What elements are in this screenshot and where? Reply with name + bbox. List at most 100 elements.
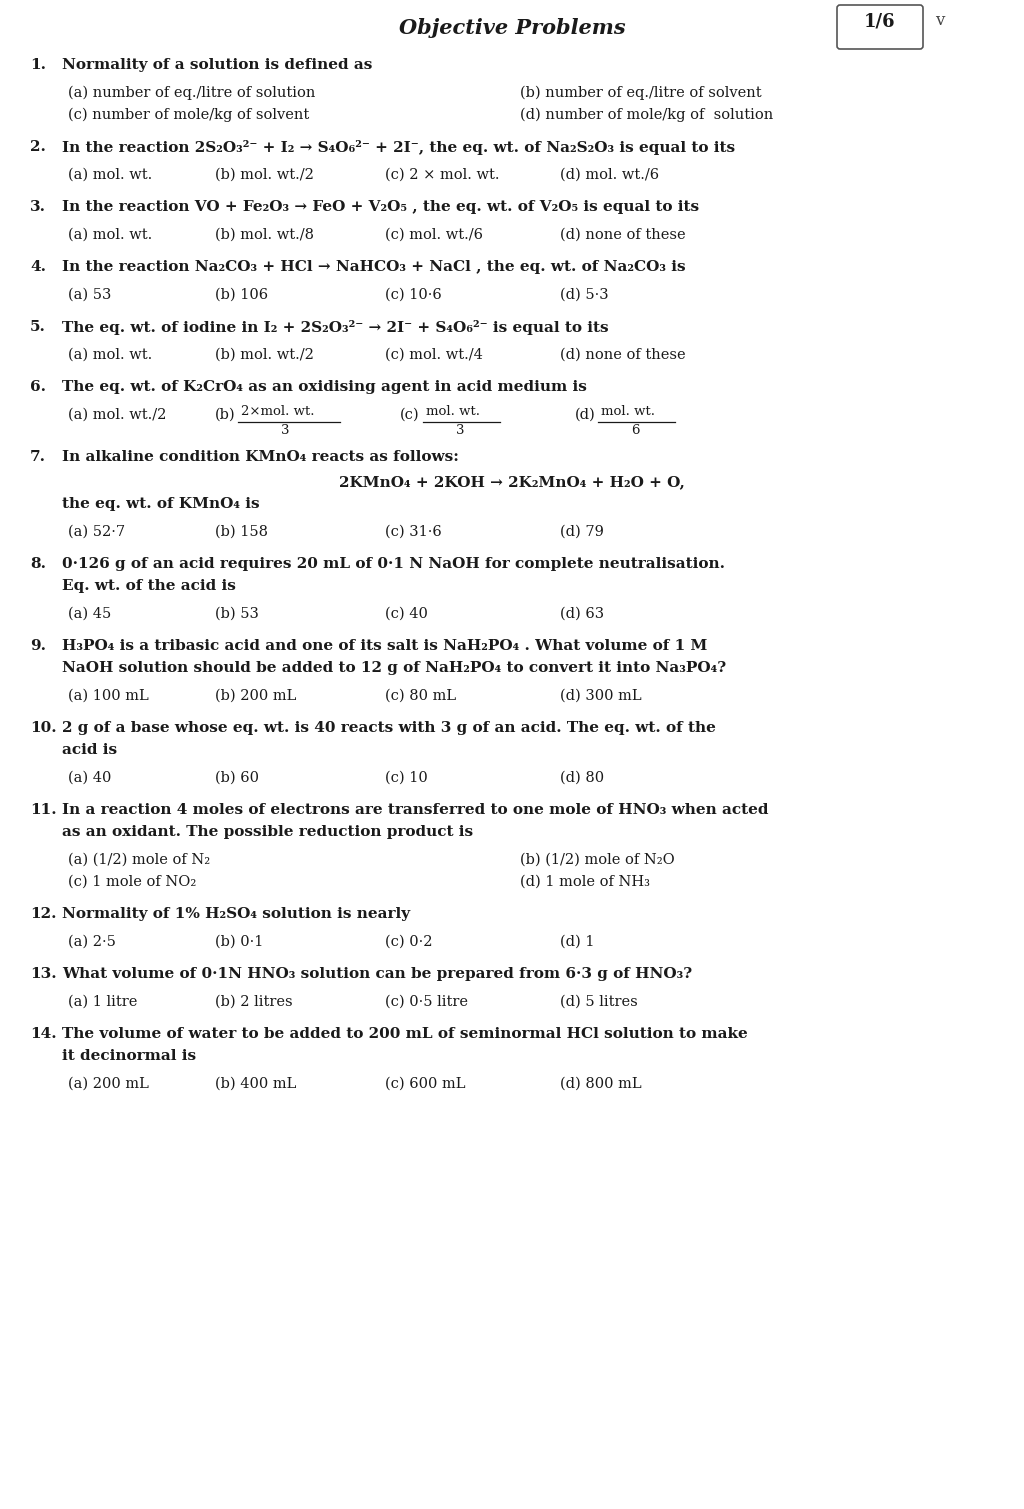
Text: 1/6: 1/6	[864, 12, 896, 30]
Text: (c) 31·6: (c) 31·6	[385, 525, 441, 539]
Text: mol. wt.: mol. wt.	[601, 404, 655, 418]
Text: it decinormal is: it decinormal is	[62, 1049, 197, 1062]
FancyBboxPatch shape	[837, 5, 923, 48]
Text: (a) 100 mL: (a) 100 mL	[68, 690, 148, 703]
Text: 2KMnO₄ + 2KOH → 2K₂MnO₄ + H₂O + O,: 2KMnO₄ + 2KOH → 2K₂MnO₄ + H₂O + O,	[339, 475, 685, 489]
Text: 9.: 9.	[30, 638, 46, 653]
Text: 10.: 10.	[30, 721, 56, 735]
Text: (d) number of mole/kg of  solution: (d) number of mole/kg of solution	[520, 109, 773, 122]
Text: 6.: 6.	[30, 380, 46, 394]
Text: (b) 400 mL: (b) 400 mL	[215, 1077, 296, 1091]
Text: The eq. wt. of K₂CrO₄ as an oxidising agent in acid medium is: The eq. wt. of K₂CrO₄ as an oxidising ag…	[62, 380, 587, 394]
Text: NaOH solution should be added to 12 g of NaH₂PO₄ to convert it into Na₃PO₄?: NaOH solution should be added to 12 g of…	[62, 661, 726, 675]
Text: (d) 79: (d) 79	[560, 525, 604, 539]
Text: (c) 2 × mol. wt.: (c) 2 × mol. wt.	[385, 167, 500, 183]
Text: (d) 1: (d) 1	[560, 936, 595, 949]
Text: 7.: 7.	[30, 450, 46, 463]
Text: (c) 80 mL: (c) 80 mL	[385, 690, 456, 703]
Text: (c) 10·6: (c) 10·6	[385, 288, 441, 302]
Text: (a) 45: (a) 45	[68, 607, 112, 622]
Text: (c) mol. wt./4: (c) mol. wt./4	[385, 349, 483, 362]
Text: 13.: 13.	[30, 967, 56, 981]
Text: (d) 800 mL: (d) 800 mL	[560, 1077, 642, 1091]
Text: (b) mol. wt./2: (b) mol. wt./2	[215, 349, 314, 362]
Text: as an oxidant. The possible reduction product is: as an oxidant. The possible reduction pr…	[62, 825, 473, 839]
Text: (c) number of mole/kg of solvent: (c) number of mole/kg of solvent	[68, 109, 309, 122]
Text: 3: 3	[456, 424, 464, 438]
Text: (c) 1 mole of NO₂: (c) 1 mole of NO₂	[68, 875, 197, 889]
Text: 4.: 4.	[30, 260, 46, 275]
Text: In alkaline condition KMnO₄ reacts as follows:: In alkaline condition KMnO₄ reacts as fo…	[62, 450, 459, 463]
Text: (a) mol. wt.: (a) mol. wt.	[68, 167, 153, 183]
Text: (b) 0·1: (b) 0·1	[215, 936, 263, 949]
Text: 1.: 1.	[30, 57, 46, 72]
Text: (d) 5·3: (d) 5·3	[560, 288, 608, 302]
Text: 11.: 11.	[30, 803, 56, 816]
Text: 3.: 3.	[30, 201, 46, 214]
Text: (c) 0·5 litre: (c) 0·5 litre	[385, 994, 468, 1010]
Text: (a) 1 litre: (a) 1 litre	[68, 994, 137, 1010]
Text: (a) mol. wt./2: (a) mol. wt./2	[68, 407, 166, 423]
Text: (d) none of these: (d) none of these	[560, 349, 686, 362]
Text: The volume of water to be added to 200 mL of seminormal HCl solution to make: The volume of water to be added to 200 m…	[62, 1028, 748, 1041]
Text: (a) 40: (a) 40	[68, 771, 112, 785]
Text: (b): (b)	[215, 407, 236, 423]
Text: (c): (c)	[400, 407, 420, 423]
Text: 6: 6	[631, 424, 639, 438]
Text: (d) none of these: (d) none of these	[560, 228, 686, 241]
Text: (c) 600 mL: (c) 600 mL	[385, 1077, 466, 1091]
Text: 2.: 2.	[30, 140, 46, 154]
Text: (b) 106: (b) 106	[215, 288, 268, 302]
Text: (d) 1 mole of NH₃: (d) 1 mole of NH₃	[520, 875, 650, 889]
Text: (d) 63: (d) 63	[560, 607, 604, 622]
Text: (c) 0·2: (c) 0·2	[385, 936, 432, 949]
Text: (b) 158: (b) 158	[215, 525, 268, 539]
Text: (d) 300 mL: (d) 300 mL	[560, 690, 642, 703]
Text: (a) (1/2) mole of N₂: (a) (1/2) mole of N₂	[68, 853, 210, 868]
Text: 2 g of a base whose eq. wt. is 40 reacts with 3 g of an acid. The eq. wt. of the: 2 g of a base whose eq. wt. is 40 reacts…	[62, 721, 716, 735]
Text: (b) 60: (b) 60	[215, 771, 259, 785]
Text: acid is: acid is	[62, 742, 117, 758]
Text: 2×mol. wt.: 2×mol. wt.	[241, 404, 314, 418]
Text: (b) 2 litres: (b) 2 litres	[215, 994, 293, 1010]
Text: The eq. wt. of iodine in I₂ + 2S₂O₃²⁻ → 2I⁻ + S₄O₆²⁻ is equal to its: The eq. wt. of iodine in I₂ + 2S₂O₃²⁻ → …	[62, 320, 608, 335]
Text: (a) mol. wt.: (a) mol. wt.	[68, 228, 153, 241]
Text: (c) mol. wt./6: (c) mol. wt./6	[385, 228, 483, 241]
Text: (c) 10: (c) 10	[385, 771, 428, 785]
Text: (c) 40: (c) 40	[385, 607, 428, 622]
Text: 12.: 12.	[30, 907, 56, 920]
Text: (b) 200 mL: (b) 200 mL	[215, 690, 296, 703]
Text: (a) 52·7: (a) 52·7	[68, 525, 125, 539]
Text: Normality of a solution is defined as: Normality of a solution is defined as	[62, 57, 373, 72]
Text: Objective Problems: Objective Problems	[398, 18, 626, 38]
Text: (b) 53: (b) 53	[215, 607, 259, 622]
Text: What volume of 0·1N HNO₃ solution can be prepared from 6·3 g of HNO₃?: What volume of 0·1N HNO₃ solution can be…	[62, 967, 692, 981]
Text: (a) number of eq./litre of solution: (a) number of eq./litre of solution	[68, 86, 315, 101]
Text: the eq. wt. of KMnO₄ is: the eq. wt. of KMnO₄ is	[62, 496, 260, 512]
Text: In a reaction 4 moles of electrons are transferred to one mole of HNO₃ when acte: In a reaction 4 moles of electrons are t…	[62, 803, 768, 816]
Text: In the reaction VO + Fe₂O₃ → FeO + V₂O₅ , the eq. wt. of V₂O₅ is equal to its: In the reaction VO + Fe₂O₃ → FeO + V₂O₅ …	[62, 201, 699, 214]
Text: (a) mol. wt.: (a) mol. wt.	[68, 349, 153, 362]
Text: mol. wt.: mol. wt.	[426, 404, 480, 418]
Text: 14.: 14.	[30, 1028, 56, 1041]
Text: v: v	[935, 12, 945, 29]
Text: Eq. wt. of the acid is: Eq. wt. of the acid is	[62, 579, 236, 593]
Text: H₃PO₄ is a tribasic acid and one of its salt is NaH₂PO₄ . What volume of 1 M: H₃PO₄ is a tribasic acid and one of its …	[62, 638, 708, 653]
Text: (d) mol. wt./6: (d) mol. wt./6	[560, 167, 659, 183]
Text: Normality of 1% H₂SO₄ solution is nearly: Normality of 1% H₂SO₄ solution is nearly	[62, 907, 411, 920]
Text: 3: 3	[281, 424, 289, 438]
Text: (b) mol. wt./2: (b) mol. wt./2	[215, 167, 314, 183]
Text: (a) 200 mL: (a) 200 mL	[68, 1077, 148, 1091]
Text: (d) 80: (d) 80	[560, 771, 604, 785]
Text: 0·126 g of an acid requires 20 mL of 0·1 N NaOH for complete neutralisation.: 0·126 g of an acid requires 20 mL of 0·1…	[62, 557, 725, 570]
Text: (a) 53: (a) 53	[68, 288, 112, 302]
Text: (a) 2·5: (a) 2·5	[68, 936, 116, 949]
Text: 5.: 5.	[30, 320, 46, 333]
Text: (d) 5 litres: (d) 5 litres	[560, 994, 638, 1010]
Text: 8.: 8.	[30, 557, 46, 570]
Text: In the reaction Na₂CO₃ + HCl → NaHCO₃ + NaCl , the eq. wt. of Na₂CO₃ is: In the reaction Na₂CO₃ + HCl → NaHCO₃ + …	[62, 260, 686, 275]
Text: (b) mol. wt./8: (b) mol. wt./8	[215, 228, 314, 241]
Text: In the reaction 2S₂O₃²⁻ + I₂ → S₄O₆²⁻ + 2I⁻, the eq. wt. of Na₂S₂O₃ is equal to : In the reaction 2S₂O₃²⁻ + I₂ → S₄O₆²⁻ + …	[62, 140, 735, 155]
Text: (b) (1/2) mole of N₂O: (b) (1/2) mole of N₂O	[520, 853, 675, 868]
Text: (d): (d)	[575, 407, 596, 423]
